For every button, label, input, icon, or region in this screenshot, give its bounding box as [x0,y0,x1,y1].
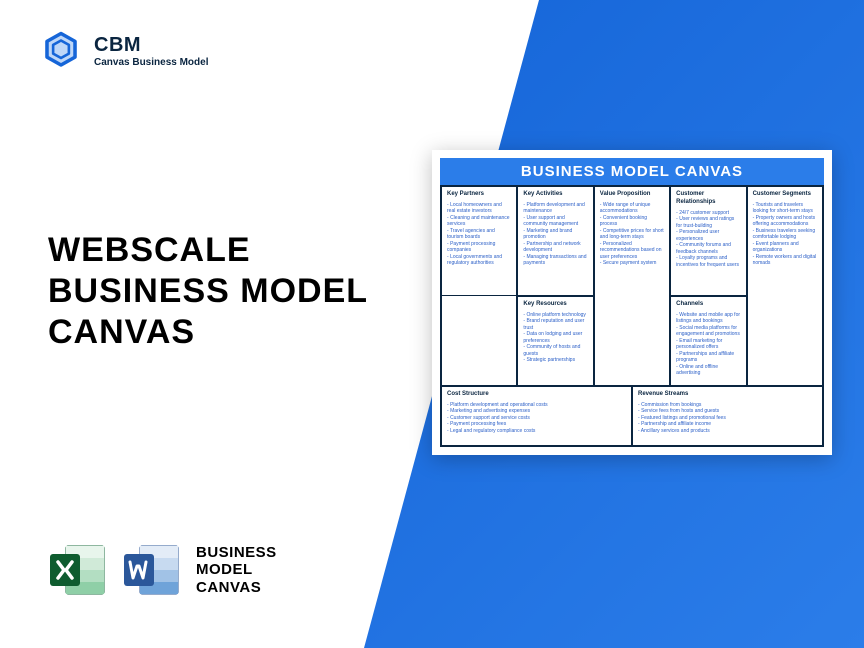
title-line-2: BUSINESS MODEL [48,271,368,312]
bottom-label: BUSINESS MODEL CANVAS [196,544,277,596]
cell-customer-segments: Customer SegmentsTourists and travelers … [747,186,823,296]
cell-key-activities: Key ActivitiesPlatform development and m… [517,186,593,296]
cell-channels: ChannelsWebsite and mobile app for listi… [670,296,746,386]
title-line-1: WEBSCALE [48,230,368,271]
cell-customer-relationships: Customer Relationships24/7 customer supp… [670,186,746,296]
logo-subtitle: Canvas Business Model [94,57,208,68]
cell-key-resources: Key ResourcesOnline platform technologyB… [517,296,593,386]
title-line-3: CANVAS [48,312,368,353]
logo: CBM Canvas Business Model [40,30,208,72]
excel-icon [48,540,108,600]
cell-key-partners: Key PartnersLocal homeowners and real es… [441,186,517,296]
canvas-preview: BUSINESS MODEL CANVAS Key PartnersLocal … [432,150,832,455]
hexagon-logo-icon [40,30,82,72]
canvas-grid: Key PartnersLocal homeowners and real es… [440,185,824,447]
bottom-icons: BUSINESS MODEL CANVAS [48,540,277,600]
logo-title: CBM [94,34,208,57]
word-icon [122,540,182,600]
main-title: WEBSCALE BUSINESS MODEL CANVAS [48,230,368,352]
cell-revenue-streams: Revenue StreamsCommission from bookingsS… [632,386,823,446]
cell-value-proposition: Value PropositionWide range of unique ac… [594,186,670,296]
cell-cost-structure: Cost StructurePlatform development and o… [441,386,632,446]
canvas-header: BUSINESS MODEL CANVAS [440,158,824,185]
